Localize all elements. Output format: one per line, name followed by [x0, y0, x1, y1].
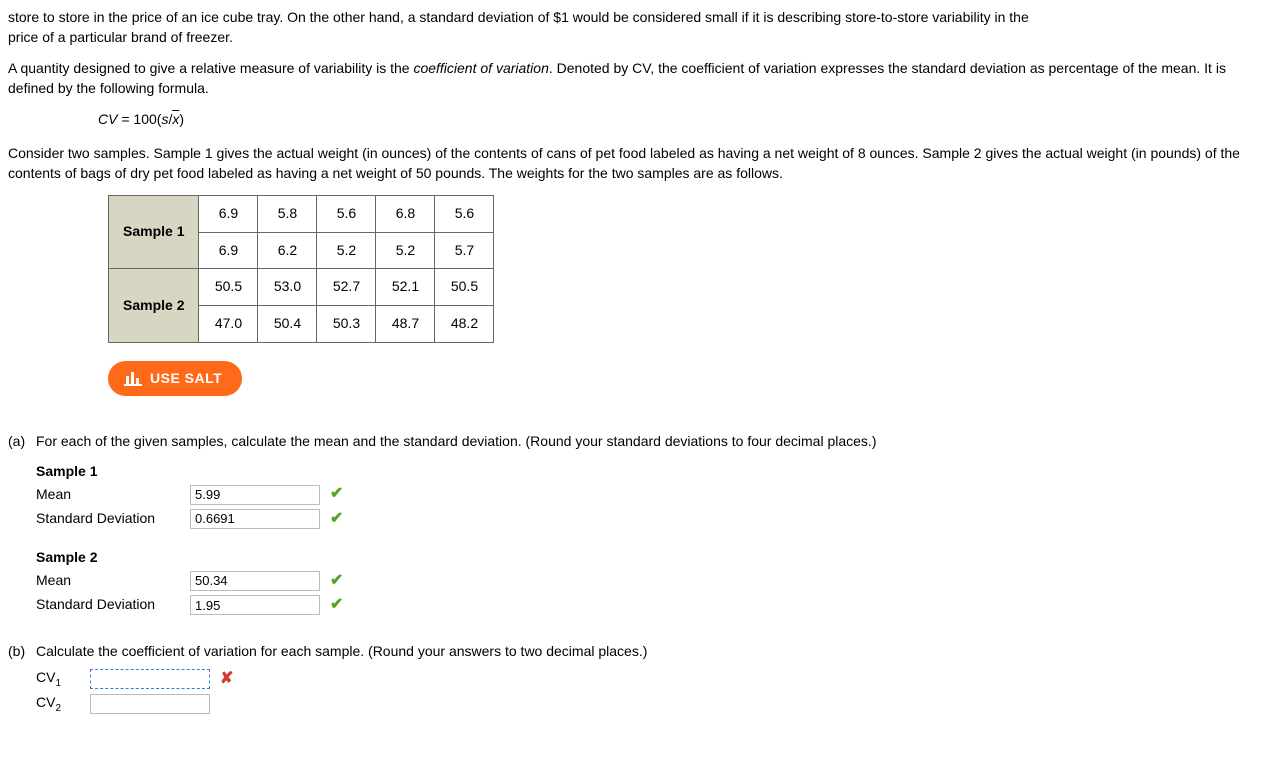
- mean-label: Mean: [36, 485, 190, 505]
- table-cell: 5.6: [317, 196, 376, 233]
- sd-label: Standard Deviation: [36, 595, 190, 615]
- use-salt-button[interactable]: USE SALT: [108, 361, 242, 397]
- part-b: (b) Calculate the coefficient of variati…: [8, 642, 1272, 717]
- table-cell: 6.9: [199, 232, 258, 269]
- table-cell: 6.2: [258, 232, 317, 269]
- samples-table: Sample 1 6.9 5.8 5.6 6.8 5.6 6.9 6.2 5.2…: [108, 195, 494, 342]
- sample2-label: Sample 2: [109, 269, 199, 342]
- sample1-label: Sample 1: [109, 196, 199, 269]
- table-cell: 50.3: [317, 305, 376, 342]
- cv-formula: CV = 100(s/x): [98, 110, 1272, 130]
- cross-icon: ✘: [220, 668, 233, 690]
- cv1-label: CV1: [36, 668, 90, 691]
- check-icon: ✔: [330, 483, 343, 505]
- sample2-heading: Sample 2: [36, 548, 1272, 568]
- sample1-mean-input[interactable]: [190, 485, 320, 505]
- part-b-prompt: Calculate the coefficient of variation f…: [36, 643, 647, 659]
- table-cell: 6.8: [376, 196, 435, 233]
- table-cell: 53.0: [258, 269, 317, 306]
- intro-samples-desc: Consider two samples. Sample 1 gives the…: [8, 144, 1272, 183]
- cv2-label: CV2: [36, 693, 90, 716]
- check-icon: ✔: [330, 594, 343, 616]
- table-cell: 50.5: [435, 269, 494, 306]
- table-cell: 47.0: [199, 305, 258, 342]
- table-cell: 5.2: [376, 232, 435, 269]
- sd-label: Standard Deviation: [36, 509, 190, 529]
- table-cell: 50.4: [258, 305, 317, 342]
- use-salt-label: USE SALT: [150, 369, 222, 389]
- cv2-input[interactable]: [90, 694, 210, 714]
- table-cell: 5.7: [435, 232, 494, 269]
- table-cell: 5.8: [258, 196, 317, 233]
- check-icon: ✔: [330, 570, 343, 592]
- part-a: (a) For each of the given samples, calcu…: [8, 432, 1272, 618]
- table-cell: 50.5: [199, 269, 258, 306]
- table-cell: 5.2: [317, 232, 376, 269]
- check-icon: ✔: [330, 508, 343, 530]
- sample2-sd-input[interactable]: [190, 595, 320, 615]
- part-b-marker: (b): [8, 642, 36, 717]
- part-a-prompt: For each of the given samples, calculate…: [36, 433, 877, 449]
- chart-icon: [124, 370, 142, 386]
- table-cell: 48.2: [435, 305, 494, 342]
- sample1-heading: Sample 1: [36, 462, 1272, 482]
- table-cell: 6.9: [199, 196, 258, 233]
- table-cell: 48.7: [376, 305, 435, 342]
- table-cell: 52.7: [317, 269, 376, 306]
- table-cell: 5.6: [435, 196, 494, 233]
- mean-label: Mean: [36, 571, 190, 591]
- table-cell: 52.1: [376, 269, 435, 306]
- intro-definition: A quantity designed to give a relative m…: [8, 59, 1272, 98]
- sample2-mean-input[interactable]: [190, 571, 320, 591]
- sample1-sd-input[interactable]: [190, 509, 320, 529]
- part-a-marker: (a): [8, 432, 36, 618]
- cv1-input[interactable]: [90, 669, 210, 689]
- intro-cutoff-line: store to store in the price of an ice cu…: [8, 8, 1272, 47]
